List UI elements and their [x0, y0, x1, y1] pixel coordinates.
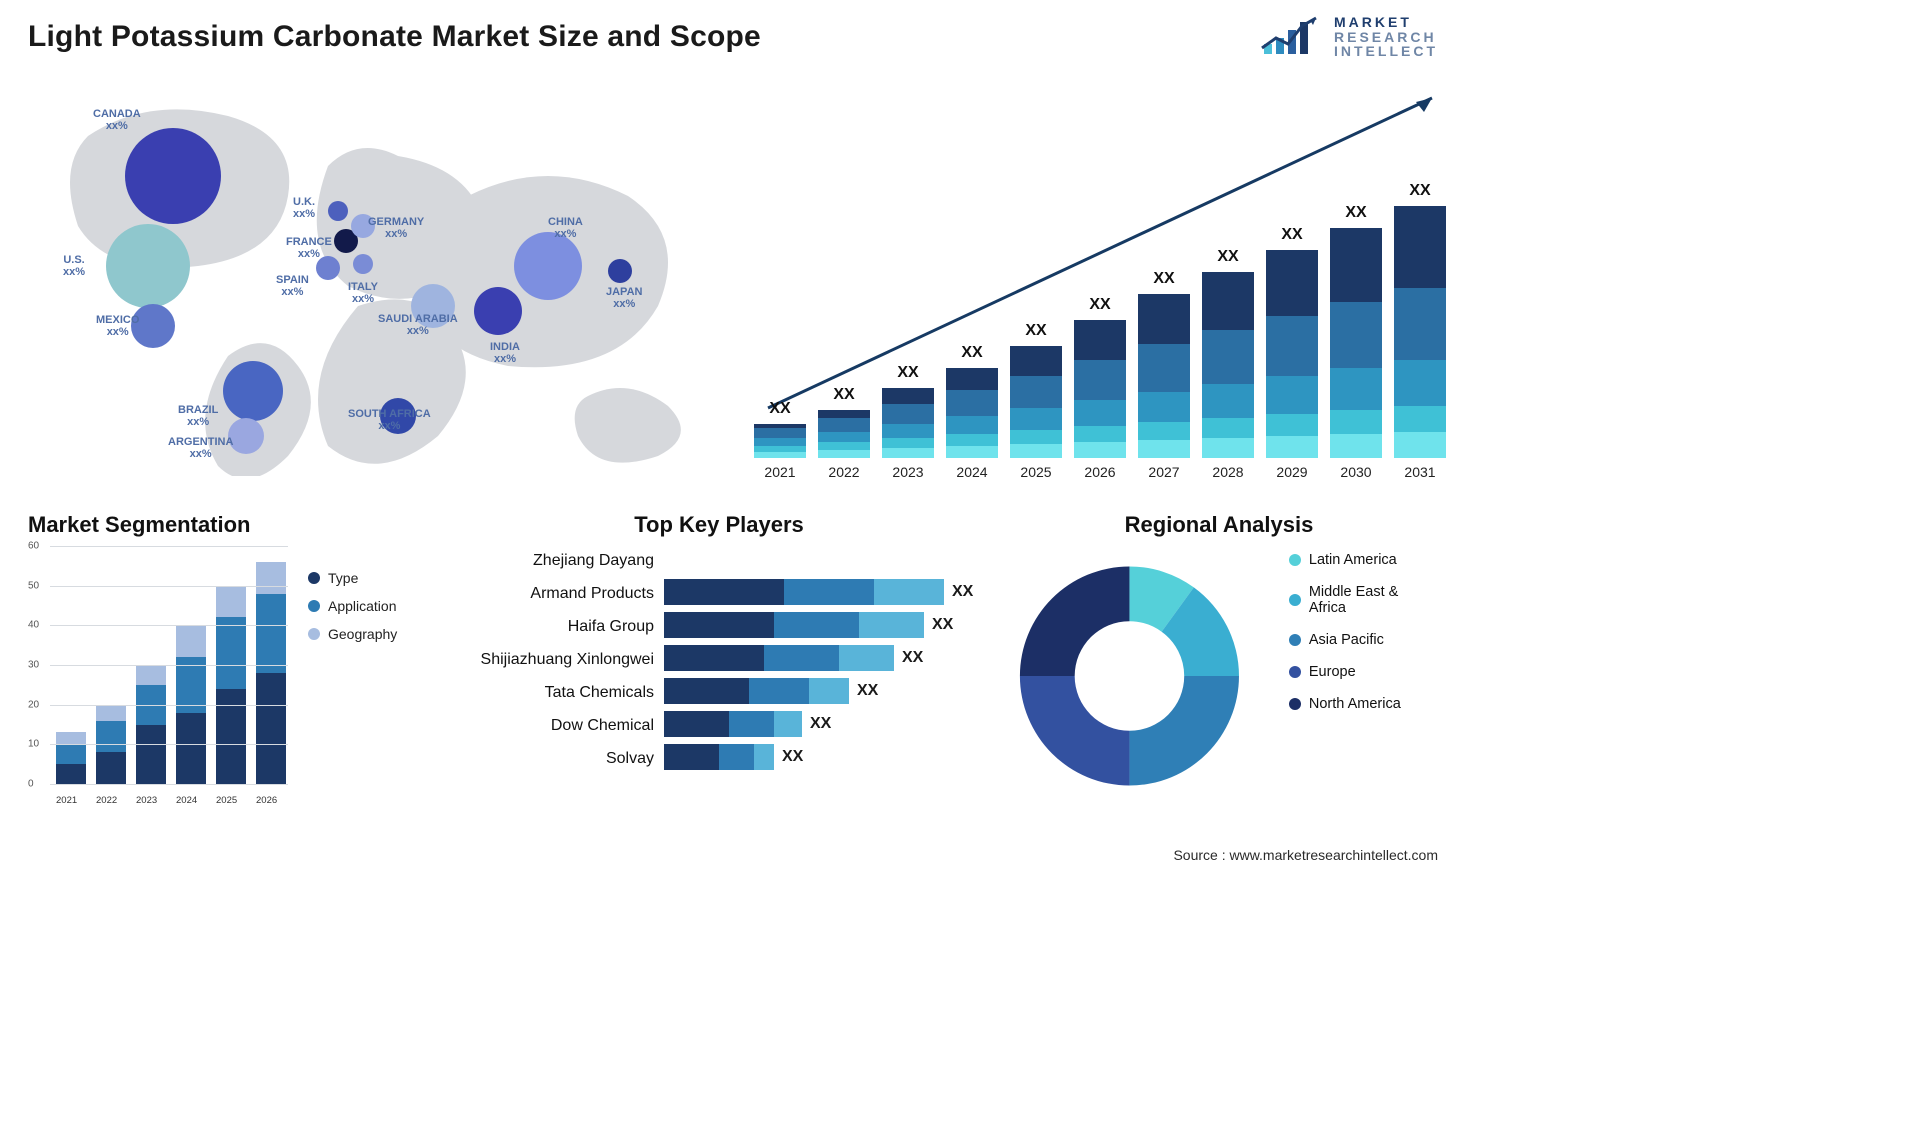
segmentation-x-label: 2023 [136, 795, 166, 806]
key-players-title: Top Key Players [464, 512, 974, 538]
bottom-row: Market Segmentation 0102030405060 202120… [28, 512, 1438, 832]
growth-bar: XX [1394, 206, 1446, 458]
world-map: CANADAxx%U.S.xx%MEXICOxx%BRAZILxx%ARGENT… [28, 76, 728, 496]
legend-item: North America [1289, 696, 1438, 712]
segmentation-title: Market Segmentation [28, 512, 438, 538]
key-player-row: XX [664, 579, 973, 605]
segmentation-x-label: 2021 [56, 795, 86, 806]
page: Light Potassium Carbonate Market Size an… [0, 0, 1466, 875]
logo-line2: RESEARCH [1334, 30, 1438, 45]
segmentation-x-label: 2025 [216, 795, 246, 806]
growth-x-label: 2030 [1330, 464, 1382, 480]
key-player-label: Shijiazhuang Xinlongwei [481, 647, 654, 673]
growth-bar: XX [1330, 228, 1382, 458]
key-player-label: Armand Products [530, 581, 654, 607]
segmentation-x-label: 2022 [96, 795, 126, 806]
segmentation-bar [136, 665, 166, 784]
regional-title: Regional Analysis [1000, 512, 1438, 538]
key-player-label: Dow Chemical [551, 713, 654, 739]
legend-item: Asia Pacific [1289, 632, 1438, 648]
segmentation-bar [256, 562, 286, 784]
growth-bar: XX [1010, 346, 1062, 458]
legend-item: Latin America [1289, 552, 1438, 568]
brand-logo: MARKET RESEARCH INTELLECT [1258, 14, 1438, 60]
growth-bar: XX [818, 410, 870, 458]
growth-bar: XX [946, 368, 998, 458]
key-player-row [664, 546, 973, 572]
key-player-row: XX [664, 711, 973, 737]
key-player-row: XX [664, 645, 973, 671]
growth-x-label: 2028 [1202, 464, 1254, 480]
growth-bar: XX [1266, 250, 1318, 458]
key-player-label: Tata Chemicals [545, 680, 654, 706]
logo-line3: INTELLECT [1334, 44, 1438, 59]
key-player-label: Haifa Group [568, 614, 654, 640]
growth-x-label: 2029 [1266, 464, 1318, 480]
growth-x-label: 2026 [1074, 464, 1126, 480]
growth-bar: XX [882, 388, 934, 458]
key-players-bars: XX XX XX XX XX XX [664, 546, 973, 772]
growth-bar: XX [1074, 320, 1126, 458]
legend-item: Application [308, 598, 397, 614]
regional-donut-chart [1000, 546, 1259, 806]
logo-line1: MARKET [1334, 15, 1438, 30]
key-player-label: Zhejiang Dayang [533, 548, 654, 574]
growth-x-label: 2023 [882, 464, 934, 480]
growth-x-label: 2025 [1010, 464, 1062, 480]
segmentation-legend: Type Application Geography [308, 546, 397, 806]
source-caption: Source : www.marketresearchintellect.com [1173, 847, 1438, 863]
key-player-row: XX [664, 744, 973, 770]
logo-mark-icon [1258, 14, 1324, 60]
segmentation-bar [216, 586, 246, 784]
growth-chart: XXXXXXXXXXXXXXXXXXXXXX 20212022202320242… [748, 76, 1446, 496]
growth-x-label: 2027 [1138, 464, 1190, 480]
page-title: Light Potassium Carbonate Market Size an… [28, 20, 1438, 54]
legend-item: Europe [1289, 664, 1438, 680]
key-player-row: XX [664, 612, 973, 638]
world-map-svg [28, 76, 728, 476]
top-row: CANADAxx%U.S.xx%MEXICOxx%BRAZILxx%ARGENT… [28, 76, 1438, 496]
segmentation-bar [56, 732, 86, 784]
key-player-label: Solvay [606, 746, 654, 772]
legend-item: Geography [308, 626, 397, 642]
key-players-panel: Top Key Players Zhejiang Dayang Armand Pr… [464, 512, 974, 832]
growth-bar: XX [1202, 272, 1254, 458]
segmentation-chart: 0102030405060 202120222023202420252026 [28, 546, 288, 806]
growth-x-label: 2024 [946, 464, 998, 480]
segmentation-panel: Market Segmentation 0102030405060 202120… [28, 512, 438, 832]
regional-legend: Latin America Middle East & Africa Asia Pa… [1289, 546, 1438, 712]
segmentation-x-label: 2026 [256, 795, 286, 806]
growth-x-label: 2031 [1394, 464, 1446, 480]
key-players-labels: Zhejiang Dayang Armand Products Haifa Grou… [464, 546, 654, 772]
growth-bar: XX [1138, 294, 1190, 458]
legend-item: Type [308, 570, 397, 586]
segmentation-x-label: 2024 [176, 795, 206, 806]
regional-panel: Regional Analysis Latin America Middle Ea… [1000, 512, 1438, 832]
key-player-row: XX [664, 678, 973, 704]
legend-item: Middle East & Africa [1289, 584, 1438, 616]
growth-x-label: 2021 [754, 464, 806, 480]
growth-bar: XX [754, 424, 806, 458]
growth-x-label: 2022 [818, 464, 870, 480]
